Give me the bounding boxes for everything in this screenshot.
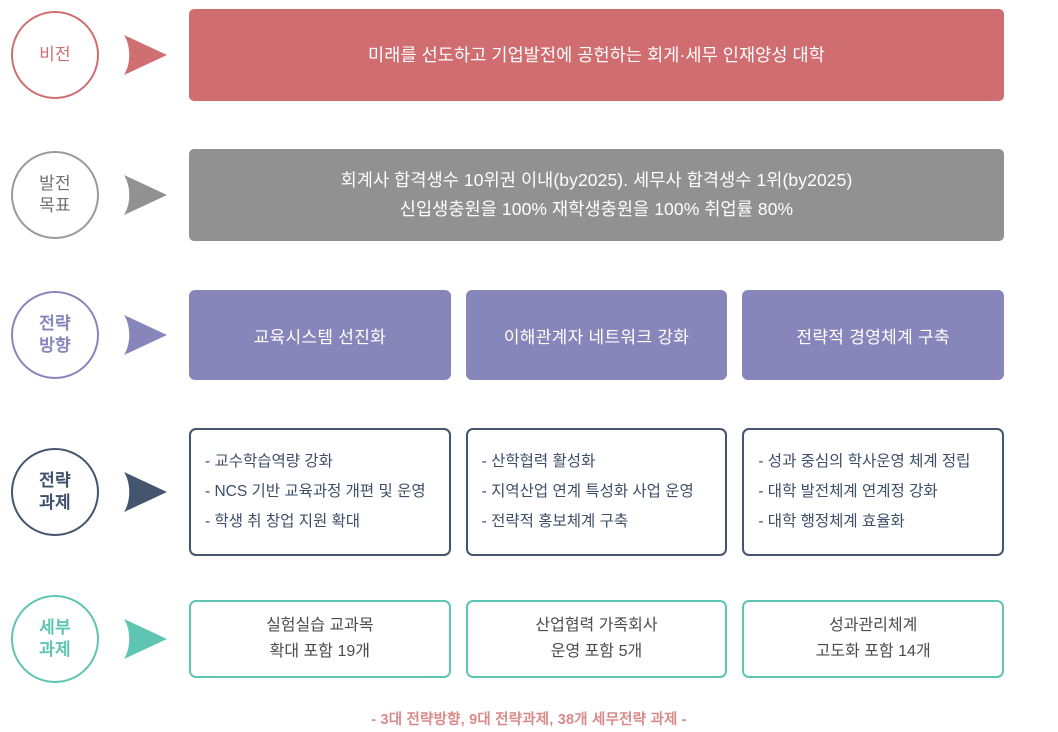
direction-card-3-text: 전략적 경영체계 구축 [796,327,950,347]
goal-banner: 회계사 합격생수 10위권 이내(by2025). 세무사 합격생수 1위(by… [189,149,1004,241]
direction-card-3[interactable]: 전략적 경영체계 구축 [742,290,1005,380]
detail-card-3-text: 성과관리체계 고도화 포함 14개 [815,617,931,660]
direction-card-2-text: 이해관계자 네트워크 강화 [503,327,690,347]
row-label-goal-text: 발전 목표 [39,174,71,215]
detail-card-2-text: 산업협력 가족회사 운영 포함 5개 [535,617,658,660]
task-card-1[interactable]: - 교수학습역량 강화 - NCS 기반 교육과정 개편 및 운영 - 학생 취… [189,428,451,556]
row-label-vision-text: 비전 [39,45,71,64]
play-arrow-icon-task [99,469,189,515]
vision-banner-text: 미래를 선도하고 기업발전에 공헌하는 회게·세무 인재양성 대학 [368,44,825,65]
row-content-detail: 실험실습 교과목 확대 포함 19개 산업협력 가족회사 운영 포함 5개 성과… [189,600,1058,678]
goal-banner-text: 회계사 합격생수 10위권 이내(by2025). 세무사 합격생수 1위(by… [340,170,853,219]
task-card-2[interactable]: - 산학협력 활성화 - 지역산업 연계 특성화 사업 운영 - 전략적 홍보체… [465,428,728,556]
row-label-goal: 발전 목표 [11,151,99,239]
row-content-task: - 교수학습역량 강화 - NCS 기반 교육과정 개편 및 운영 - 학생 취… [189,428,1058,556]
direction-card-1[interactable]: 교육시스템 선진화 [189,290,451,380]
play-arrow-icon-goal [99,172,189,218]
row-label-detail-text: 세부 과제 [39,618,71,659]
direction-card-1-text: 교육시스템 선진화 [253,327,387,347]
row-task: 전략 과제 - 교수학습역량 강화 - NCS 기반 교육과정 개편 및 운영 … [0,425,1058,559]
row-content-vision: 미래를 선도하고 기업발전에 공헌하는 회게·세무 인재양성 대학 [189,9,1058,101]
row-label-detail: 세부 과제 [11,595,99,683]
row-label-direction: 전략 방향 [11,291,99,379]
row-content-goal: 회계사 합격생수 10위권 이내(by2025). 세무사 합격생수 1위(by… [189,149,1058,241]
direction-columns: 교육시스템 선진화 이해관계자 네트워크 강화 전략적 경영체계 구축 [189,290,1005,380]
direction-card-2[interactable]: 이해관계자 네트워크 강화 [465,290,728,380]
row-label-task-text: 전략 과제 [39,471,71,512]
row-label-vision: 비전 [11,11,99,99]
play-arrow-icon-detail [99,616,189,662]
task-columns: - 교수학습역량 강화 - NCS 기반 교육과정 개편 및 운영 - 학생 취… [189,428,1005,556]
detail-card-1-text: 실험실습 교과목 확대 포함 19개 [266,617,374,660]
footer-summary-text: - 3대 전략방향, 9대 전략과제, 38개 세무전략 과제 - [371,712,687,728]
footer-summary: - 3대 전략방향, 9대 전략과제, 38개 세무전략 과제 - [0,708,1058,729]
task-card-3[interactable]: - 성과 중심의 학사운영 체계 정립 - 대학 발전체계 연계정 강화 - 대… [742,428,1005,556]
row-label-direction-text: 전략 방향 [39,314,71,355]
detail-columns: 실험실습 교과목 확대 포함 19개 산업협력 가족회사 운영 포함 5개 성과… [189,600,1005,678]
vision-banner: 미래를 선도하고 기업발전에 공헌하는 회게·세무 인재양성 대학 [189,9,1004,101]
row-detail: 세부 과제 실험실습 교과목 확대 포함 19개 산업협력 가족회사 운영 포함… [0,595,1058,683]
play-arrow-icon-vision [99,32,189,78]
play-arrow-icon-direction [99,312,189,358]
task-card-1-text: - 교수학습역량 강화 - NCS 기반 교육과정 개편 및 운영 - 학생 취… [205,453,426,530]
detail-card-3[interactable]: 성과관리체계 고도화 포함 14개 [742,600,1005,678]
task-card-3-text: - 성과 중심의 학사운영 체계 정립 - 대학 발전체계 연계정 강화 - 대… [758,453,971,530]
row-direction: 전략 방향 교육시스템 선진화 이해관계자 네트워크 강화 전략적 경영체계 구… [0,285,1058,385]
row-goal: 발전 목표 회계사 합격생수 10위권 이내(by2025). 세무사 합격생수… [0,143,1058,247]
task-card-2-text: - 산학협력 활성화 - 지역산업 연계 특성화 사업 운영 - 전략적 홍보체… [481,453,694,530]
detail-card-2[interactable]: 산업협력 가족회사 운영 포함 5개 [465,600,728,678]
detail-card-1[interactable]: 실험실습 교과목 확대 포함 19개 [189,600,451,678]
row-label-task: 전략 과제 [11,448,99,536]
row-content-direction: 교육시스템 선진화 이해관계자 네트워크 강화 전략적 경영체계 구축 [189,290,1058,380]
row-vision: 비전 미래를 선도하고 기업발전에 공헌하는 회게·세무 인재양성 대학 [0,0,1058,110]
